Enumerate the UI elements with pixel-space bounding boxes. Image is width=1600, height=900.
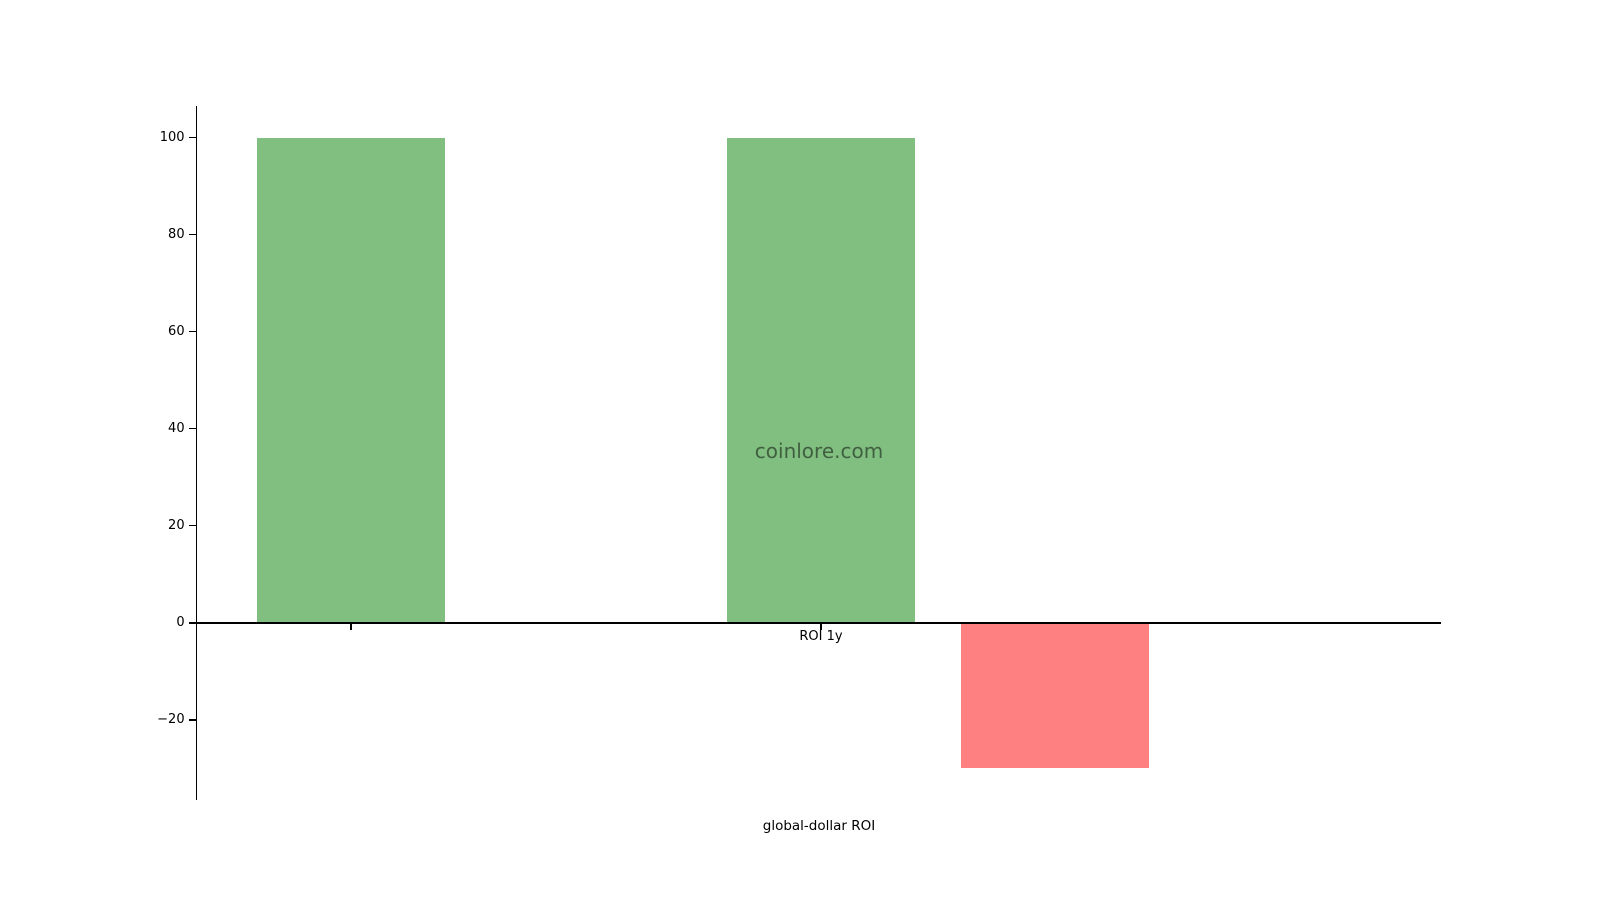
y-tick-label: −20 [157, 712, 185, 728]
y-tick-mark [188, 136, 196, 139]
x-tick-mark [820, 622, 822, 630]
y-tick-mark [188, 428, 196, 430]
y-tick-mark [188, 233, 196, 236]
watermark-text: coinlore.com [754, 439, 884, 463]
negative-bar [960, 623, 1149, 769]
x-tick-label: ROI 1y [799, 628, 843, 644]
y-tick-mark [188, 719, 196, 721]
positive-bar [727, 137, 915, 623]
y-tick-mark [188, 330, 196, 333]
y-tick-label: 100 [159, 130, 185, 146]
y-tick-mark [188, 525, 196, 527]
y-tick-label: 20 [168, 518, 185, 534]
positive-bar [256, 137, 445, 623]
x-tick-mark [350, 622, 352, 630]
y-tick-label: 40 [168, 421, 185, 437]
y-tick-label: 80 [168, 227, 185, 243]
y-axis-spine [195, 106, 197, 800]
y-tick-label: 60 [168, 324, 185, 340]
x-axis-title: global-dollar ROI [762, 818, 876, 834]
y-tick-label: 0 [176, 615, 185, 631]
y-tick-mark [188, 622, 196, 624]
x-axis-zero-line [195, 622, 1441, 624]
